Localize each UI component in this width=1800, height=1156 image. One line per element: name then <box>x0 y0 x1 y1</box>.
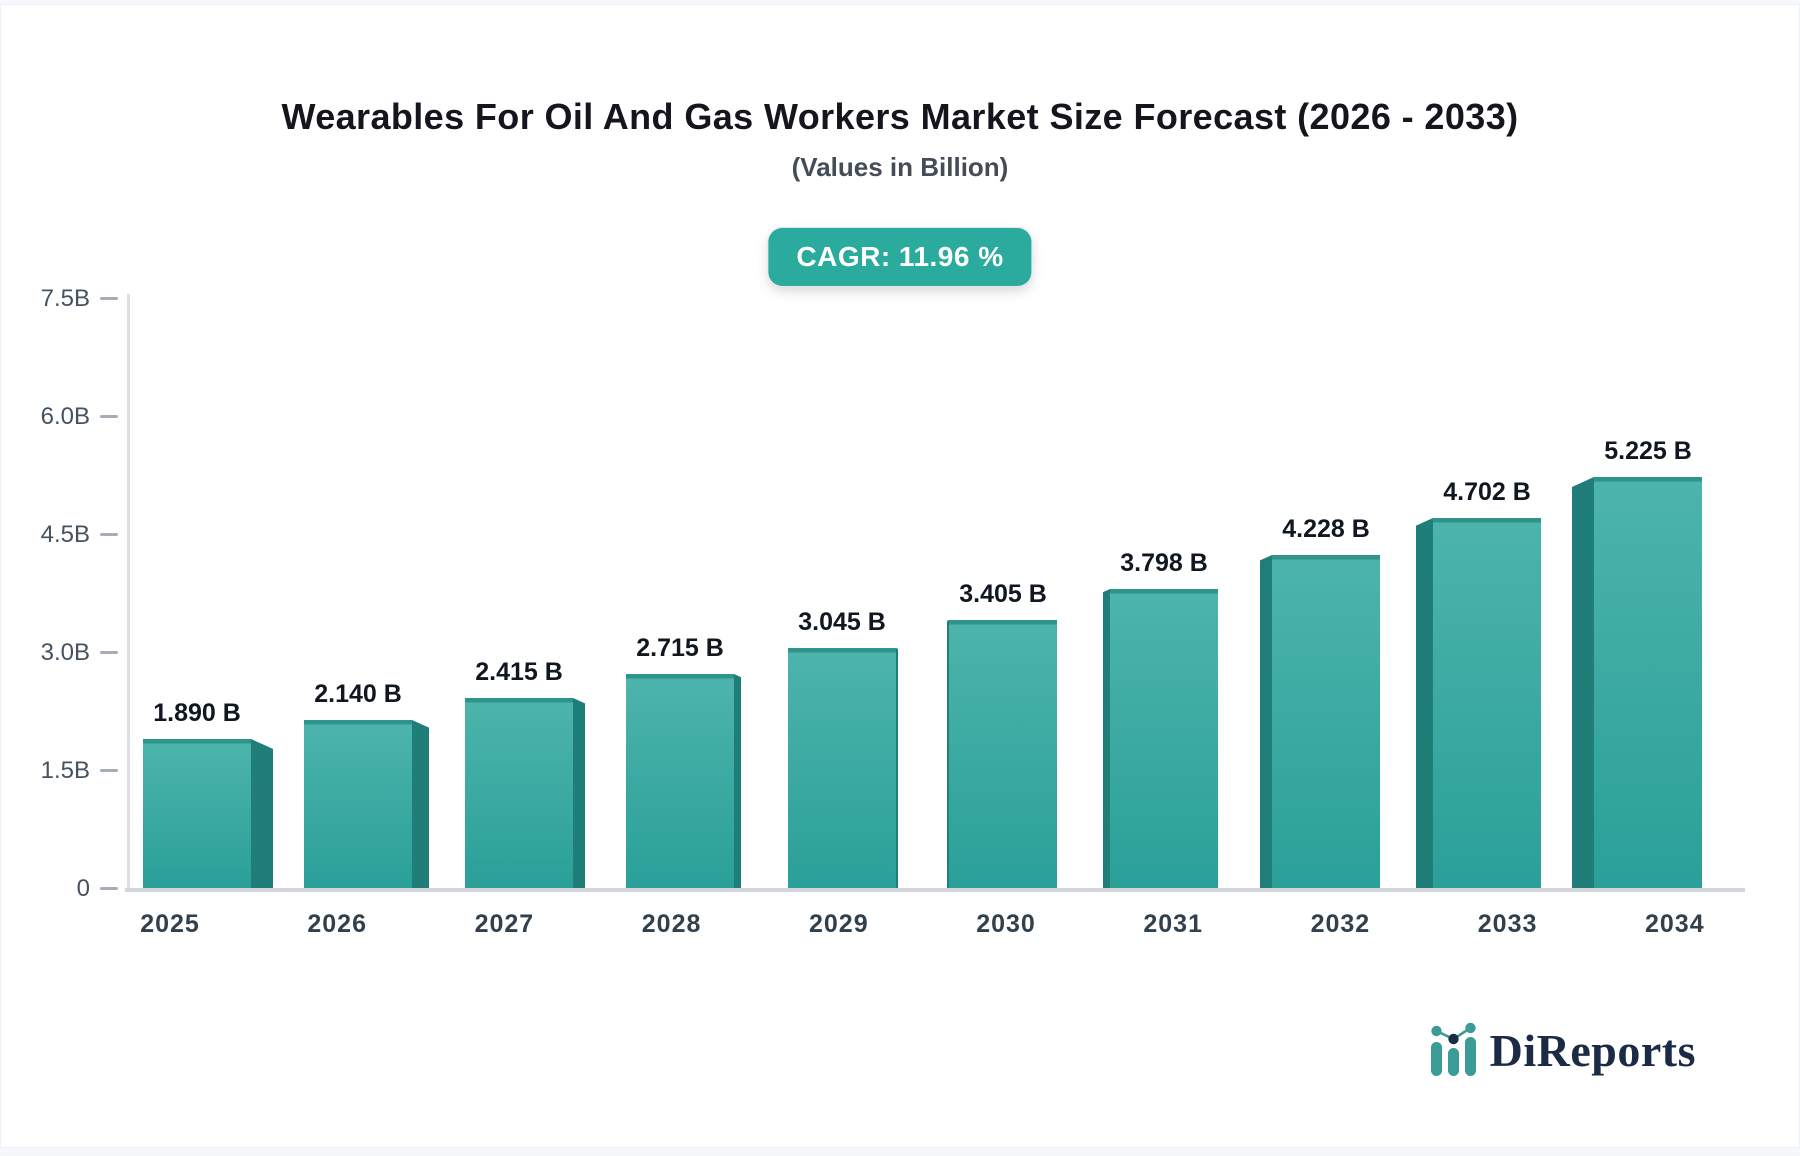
x-axis-label-2033: 2033 <box>1477 910 1538 938</box>
bar-2028 <box>626 674 734 888</box>
bar-value-label: 5.225 B <box>1604 437 1692 465</box>
bar-value-label: 1.890 B <box>153 699 241 727</box>
bar-2030 <box>949 620 1057 888</box>
y-tick-dash <box>100 297 118 300</box>
bar-side-face-2034 <box>1571 477 1594 888</box>
bar-value-label: 4.228 B <box>1282 515 1370 543</box>
chart-title: Wearables For Oil And Gas Workers Market… <box>281 96 1519 137</box>
bar-side-face-2033 <box>1415 518 1433 888</box>
bar-2029 <box>788 648 896 888</box>
y-axis-label: 1.5B <box>40 757 90 784</box>
chart-subtitle: (Values in Billion) <box>791 152 1009 182</box>
y-tick-dash <box>100 651 118 654</box>
x-axis-label-2028: 2028 <box>641 910 702 938</box>
y-axis-line <box>127 294 130 890</box>
bar-side-face-2025 <box>251 739 274 888</box>
bar-side-face-2028 <box>734 674 742 888</box>
bar-2032 <box>1272 555 1380 888</box>
bar-value-label: 2.140 B <box>314 680 402 708</box>
x-axis-label-2026: 2026 <box>307 910 367 938</box>
bar-side-face-2027 <box>573 698 586 888</box>
bar-2033 <box>1433 518 1541 888</box>
bar-value-label: 4.702 B <box>1443 478 1531 506</box>
y-tick-dash <box>100 415 118 418</box>
x-axis-label-2031: 2031 <box>1143 910 1203 938</box>
bar-2025 <box>143 739 251 888</box>
bar-value-label: 3.405 B <box>959 580 1047 608</box>
y-axis-label: 6.0B <box>40 403 90 430</box>
bar-side-face-2031 <box>1102 589 1110 888</box>
bar-side-face-2029 <box>896 648 899 888</box>
x-axis-label-2032: 2032 <box>1310 910 1371 938</box>
x-axis-label-2030: 2030 <box>976 910 1036 938</box>
x-axis-label-2034: 2034 <box>1644 910 1705 938</box>
bar-value-label: 2.415 B <box>475 658 563 686</box>
bar-chart-logo-icon <box>1430 1022 1476 1076</box>
y-tick-dash <box>100 769 118 772</box>
logo-text: DiReports <box>1489 1024 1696 1076</box>
y-axis-label: 0 <box>76 875 90 902</box>
bar-side-face-2030 <box>946 620 949 888</box>
x-axis-label-2029: 2029 <box>808 910 869 938</box>
bar-value-label: 2.715 B <box>636 634 724 662</box>
direports-logo: DiReports <box>1424 1022 1696 1078</box>
bar-chart-plot-area: 0 1.5B 3.0B 4.5B 6.0B 7.5B 1.890 B 2025 2.140 B 2… <box>0 4 1800 1148</box>
y-axis-label: 4.5B <box>40 521 90 548</box>
y-axis-label: 7.5B <box>40 285 90 312</box>
bar-side-face-2032 <box>1259 555 1272 888</box>
bar-side-face-2026 <box>412 720 430 888</box>
bar-value-label: 3.045 B <box>798 608 886 636</box>
bar-2034 <box>1594 477 1702 888</box>
x-axis-label-2025: 2025 <box>140 910 200 938</box>
x-axis-baseline <box>125 888 1745 892</box>
y-tick-dash <box>100 533 118 536</box>
x-axis-label-2027: 2027 <box>474 910 535 938</box>
bar-2031 <box>1110 589 1218 888</box>
y-axis-label: 3.0B <box>40 639 90 666</box>
bar-2027 <box>465 698 573 888</box>
cagr-badge: CAGR: 11.96 % <box>768 228 1032 286</box>
bar-value-label: 3.798 B <box>1120 549 1208 577</box>
y-tick-dash <box>100 887 118 890</box>
bar-2026 <box>304 720 412 888</box>
